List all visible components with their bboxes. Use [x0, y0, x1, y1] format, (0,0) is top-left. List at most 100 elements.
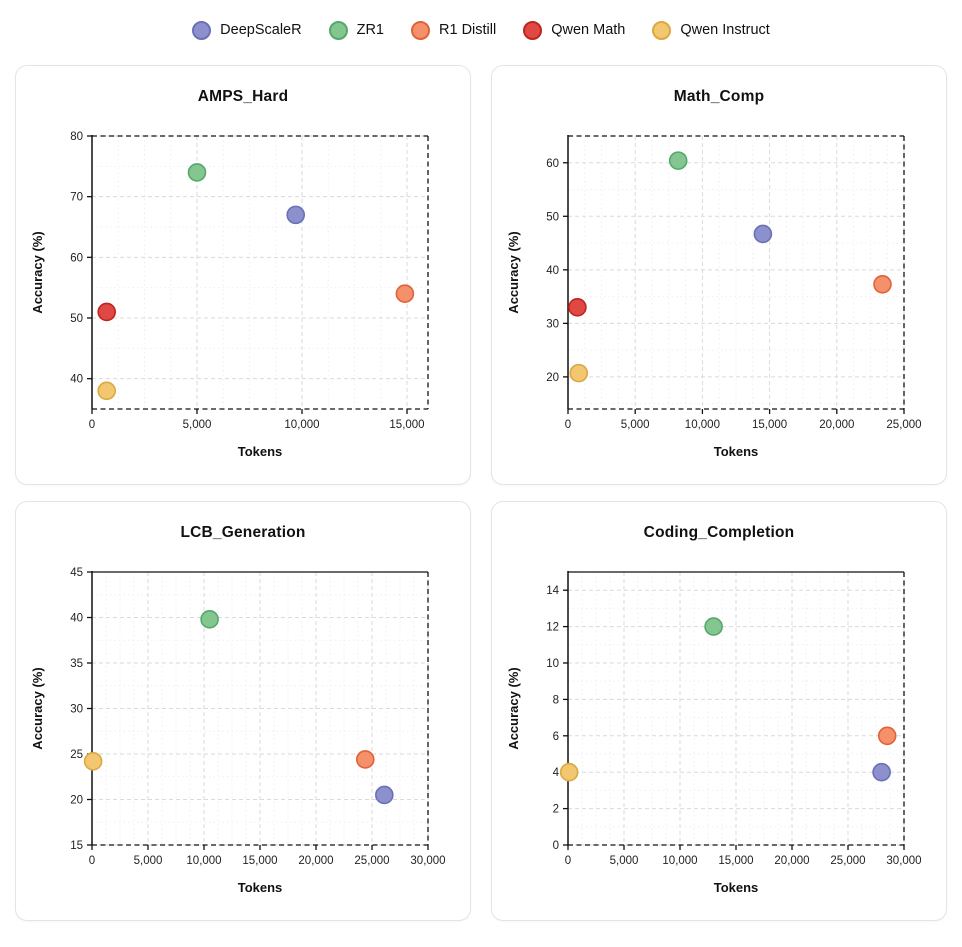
legend-item-qwen-instruct: Qwen Instruct — [652, 20, 770, 40]
legend-label: Qwen Math — [551, 22, 626, 38]
tick-labels: 0 5,000 10,000 15,000 20,000 25,000 30,000 15 20… — [70, 567, 445, 867]
y-tick-label: 40 — [546, 265, 559, 277]
legend-marker-icon-qwen-instruct — [652, 20, 672, 40]
chart-title: Coding_Completion — [643, 524, 795, 541]
plot-frame — [91, 135, 429, 410]
x-tick-label: 5,000 — [134, 855, 163, 867]
legend-marker-icon-deepscaler — [192, 20, 212, 40]
axis-ticks — [563, 162, 905, 414]
data-point-r1-distill — [395, 284, 415, 304]
legend-item-deepscaler: DeepScaleR — [192, 20, 302, 40]
data-point-zr1 — [704, 617, 723, 636]
data-point-zr1 — [187, 163, 207, 182]
y-tick-label: 60 — [70, 252, 83, 264]
y-tick-label: 40 — [70, 374, 83, 386]
y-tick-label: 35 — [70, 658, 83, 670]
x-axis-label: Tokens — [238, 444, 283, 459]
data-point-qwen-math — [97, 302, 116, 322]
y-tick-label: 12 — [546, 622, 559, 634]
legend-label: R1 Distill — [439, 22, 497, 38]
x-tick-label: 10,000 — [662, 855, 697, 867]
y-axis-label: Accuracy (%) — [30, 231, 45, 313]
x-tick-label: 30,000 — [410, 855, 445, 867]
data-point-r1-distill — [873, 274, 892, 294]
major-gridlines — [567, 572, 905, 846]
x-tick-label: 0 — [565, 855, 571, 867]
x-tick-label: 15,000 — [752, 419, 787, 431]
legend-marker-icon-qwen-math — [523, 20, 543, 40]
data-point-qwen-instruct — [83, 751, 103, 771]
y-tick-label: 20 — [70, 795, 83, 807]
scatter-plot-math-comp: 0 5,000 10,000 15,000 20,000 25,000 20 30 40 50 60… — [506, 135, 922, 459]
chart-card-amps-hard: AMPS_Hard 0 5,000 10,000 15,000 40 50 60 70 80 To… — [15, 65, 471, 485]
x-tick-label: 0 — [89, 855, 95, 867]
x-tick-label: 10,000 — [685, 419, 720, 431]
x-tick-label: 5,000 — [621, 419, 650, 431]
chart-title: LCB_Generation — [180, 524, 306, 541]
x-tick-label: 0 — [565, 419, 571, 431]
x-tick-label: 25,000 — [354, 855, 389, 867]
x-tick-label: 20,000 — [774, 855, 809, 867]
page: { "legend": { "items": [ {"label": "Deep… — [0, 12, 962, 947]
y-tick-label: 50 — [70, 313, 83, 325]
chart-card-math-comp: Math_Comp 0 5,000 10,000 15,000 20,000 25,000… — [491, 65, 947, 485]
data-points — [97, 163, 415, 401]
y-tick-label: 40 — [70, 613, 83, 625]
y-tick-label: 70 — [70, 192, 83, 204]
x-tick-label: 30,000 — [886, 855, 921, 867]
data-point-deepscaler — [872, 762, 891, 782]
scatter-plot-amps-hard: 0 5,000 10,000 15,000 40 50 60 70 80 Tokens Accura… — [30, 131, 429, 459]
x-tick-label: 5,000 — [183, 419, 212, 431]
x-tick-label: 0 — [89, 419, 95, 431]
legend-marker-icon-r1-distill — [411, 20, 430, 40]
y-tick-label: 30 — [546, 318, 559, 330]
y-tick-label: 4 — [553, 767, 560, 779]
y-tick-label: 50 — [546, 211, 559, 223]
y-tick-label: 0 — [553, 840, 559, 852]
legend-item-r1-distill: R1 Distill — [411, 20, 497, 40]
x-tick-label: 25,000 — [830, 855, 865, 867]
data-point-r1-distill — [877, 726, 897, 746]
tick-labels: 0 5,000 10,000 15,000 40 50 60 70 80 — [70, 131, 424, 431]
y-tick-label: 30 — [70, 704, 83, 716]
minor-gridlines — [92, 136, 428, 410]
plot-frame — [567, 135, 905, 410]
y-axis-label: Accuracy (%) — [506, 667, 521, 749]
y-tick-label: 25 — [70, 749, 83, 761]
y-tick-label: 8 — [553, 694, 559, 706]
chart-legend: DeepScaleR ZR1 R1 Distill Qwen Math Qwen Ins… — [0, 12, 962, 48]
legend-label: Qwen Instruct — [680, 22, 770, 38]
x-tick-label: 5,000 — [610, 855, 639, 867]
legend-item-zr1: ZR1 — [328, 20, 384, 40]
y-tick-label: 2 — [553, 804, 559, 816]
chart-title: Math_Comp — [673, 88, 765, 105]
data-points — [568, 151, 892, 383]
x-tick-label: 15,000 — [389, 419, 424, 431]
data-point-qwen-instruct — [559, 762, 579, 782]
chart-card-lcb-generation: LCB_Generation 0 5,000 10,000 15,000 20,000 2… — [15, 501, 471, 921]
y-tick-label: 60 — [546, 158, 559, 170]
charts-grid: AMPS_Hard 0 5,000 10,000 15,000 40 50 60 70 80 To… — [0, 65, 962, 921]
data-points — [559, 617, 897, 782]
axis-ticks — [87, 135, 408, 414]
data-point-qwen-instruct — [569, 363, 589, 383]
y-tick-label: 14 — [546, 585, 559, 597]
y-tick-label: 6 — [553, 731, 559, 743]
legend-marker-icon-zr1 — [328, 20, 348, 40]
x-tick-label: 20,000 — [298, 855, 333, 867]
major-gridlines — [567, 136, 905, 409]
y-axis-label: Accuracy (%) — [30, 667, 45, 749]
legend-item-qwen-math: Qwen Math — [523, 20, 626, 40]
data-points — [83, 610, 394, 805]
x-tick-label: 10,000 — [186, 855, 221, 867]
x-axis-label: Tokens — [714, 880, 759, 895]
y-tick-label: 45 — [70, 567, 83, 579]
tick-labels: 0 5,000 10,000 15,000 20,000 25,000 20 30 40 50 60 — [546, 158, 921, 431]
y-tick-label: 80 — [70, 131, 83, 143]
y-axis-label: Accuracy (%) — [506, 231, 521, 313]
data-point-zr1 — [668, 151, 688, 170]
data-point-zr1 — [200, 610, 219, 629]
y-tick-label: 15 — [70, 840, 83, 852]
tick-labels: 0 5,000 10,000 15,000 20,000 25,000 30,000 0 2 4 6… — [546, 585, 921, 867]
legend-label: DeepScaleR — [220, 22, 302, 38]
